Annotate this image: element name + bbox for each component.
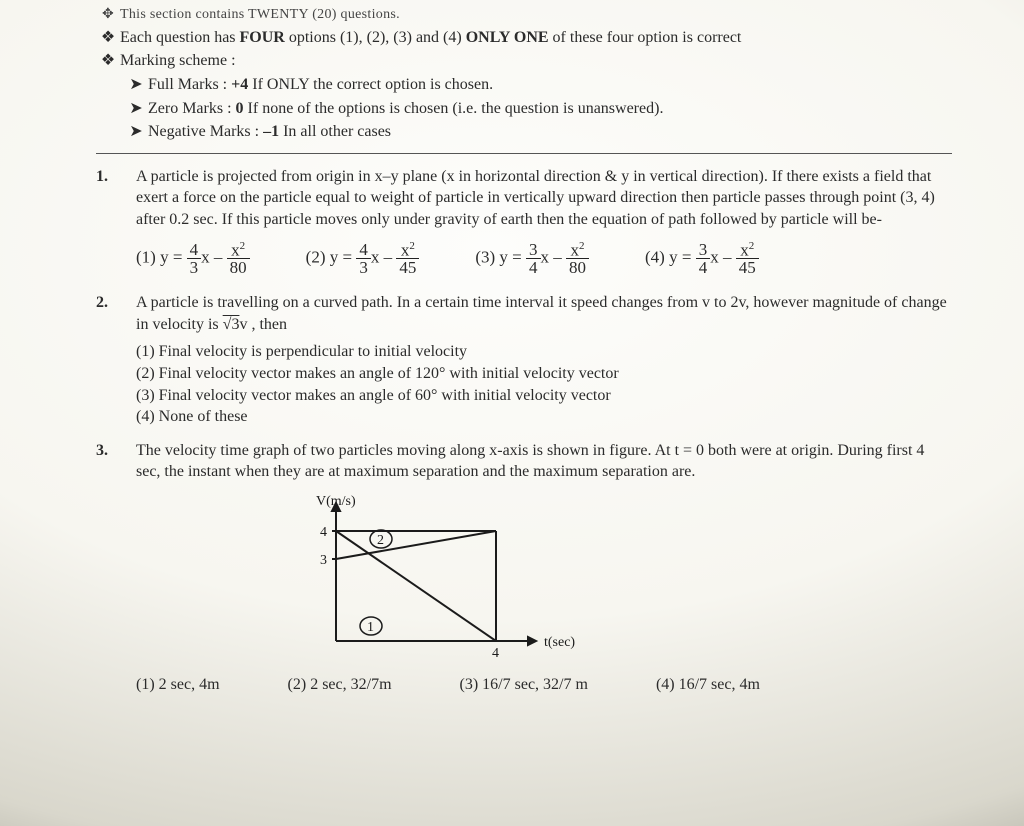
q3-option-1: (1) 2 sec, 4m bbox=[136, 674, 220, 696]
question-1-options: (1) y = 43x – x280 (2) y = 43x – x245 (3… bbox=[136, 241, 952, 277]
q2-option-3: (3) Final velocity vector makes an angle… bbox=[136, 385, 952, 407]
question-2: 2. A particle is travelling on a curved … bbox=[96, 292, 952, 428]
svg-text:V(m/s): V(m/s) bbox=[316, 494, 356, 509]
question-number: 3. bbox=[96, 440, 136, 483]
q1-option-4: (4) y = 34x – x245 bbox=[645, 241, 759, 277]
q3-option-2: (2) 2 sec, 32/7m bbox=[288, 674, 392, 696]
svg-text:2: 2 bbox=[377, 533, 384, 548]
q1-option-2: (2) y = 43x – x245 bbox=[306, 241, 420, 277]
page-sheet: { "header": { "line0": "This section con… bbox=[0, 0, 1024, 826]
question-body: A particle is projected from origin in x… bbox=[136, 166, 952, 280]
question-text: A particle is travelling on a curved pat… bbox=[136, 292, 952, 335]
question-body: The velocity time graph of two particles… bbox=[136, 440, 952, 483]
svg-text:3: 3 bbox=[320, 553, 327, 568]
section-line: ✥ This section contains TWENTY (20) ques… bbox=[96, 6, 952, 25]
instruction-row-1: ❖ Each question has FOUR options (1), (2… bbox=[96, 27, 952, 49]
svg-text:1: 1 bbox=[367, 620, 374, 635]
q3-option-4: (4) 16/7 sec, 4m bbox=[656, 674, 760, 696]
zero-marks-row: ➤ Zero Marks : 0 If none of the options … bbox=[124, 98, 952, 120]
question-text: A particle is projected from origin in x… bbox=[136, 166, 952, 231]
q1-option-1: (1) y = 43x – x280 bbox=[136, 241, 250, 277]
svg-text:4: 4 bbox=[492, 646, 499, 661]
q2-option-4: (4) None of these bbox=[136, 406, 952, 428]
arrow-icon: ➤ bbox=[124, 74, 148, 96]
question-text: The velocity time graph of two particles… bbox=[136, 440, 952, 483]
diamond-icon: ❖ bbox=[96, 50, 120, 72]
diamond-icon: ❖ bbox=[96, 27, 120, 49]
q2-option-1: (1) Final velocity is perpendicular to i… bbox=[136, 341, 952, 363]
arrow-icon: ➤ bbox=[124, 121, 148, 143]
question-number: 2. bbox=[96, 292, 136, 428]
svg-text:4: 4 bbox=[320, 525, 327, 540]
q2-option-2: (2) Final velocity vector makes an angle… bbox=[136, 363, 952, 385]
page-content: { "header": { "line0": "This section con… bbox=[0, 0, 1024, 695]
q1-option-3: (3) y = 34x – x280 bbox=[475, 241, 589, 277]
instruction-text: Each question has FOUR options (1), (2),… bbox=[120, 27, 741, 49]
question-number: 1. bbox=[96, 166, 136, 280]
divider bbox=[96, 153, 952, 154]
question-3: 3. The velocity time graph of two partic… bbox=[96, 440, 952, 483]
section-contains: This section contains TWENTY (20) questi… bbox=[120, 6, 400, 25]
q3-option-3: (3) 16/7 sec, 32/7 m bbox=[460, 674, 588, 696]
question-1: 1. A particle is projected from origin i… bbox=[96, 166, 952, 280]
instruction-row-2: ❖ Marking scheme : bbox=[96, 50, 952, 72]
arrow-icon: ➤ bbox=[124, 98, 148, 120]
graph-svg: V(m/s) 4 3 4 t(sec) 1 2 bbox=[276, 491, 576, 661]
svg-text:t(sec): t(sec) bbox=[544, 635, 575, 650]
full-marks-row: ➤ Full Marks : +4 If ONLY the correct op… bbox=[124, 74, 952, 96]
negative-marks-row: ➤ Negative Marks : –1 In all other cases bbox=[124, 121, 952, 143]
question-body: A particle is travelling on a curved pat… bbox=[136, 292, 952, 428]
question-3-options: (1) 2 sec, 4m (2) 2 sec, 32/7m (3) 16/7 … bbox=[136, 674, 952, 696]
marking-scheme-label: Marking scheme : bbox=[120, 50, 236, 72]
velocity-time-graph: V(m/s) 4 3 4 t(sec) 1 2 bbox=[276, 491, 952, 668]
